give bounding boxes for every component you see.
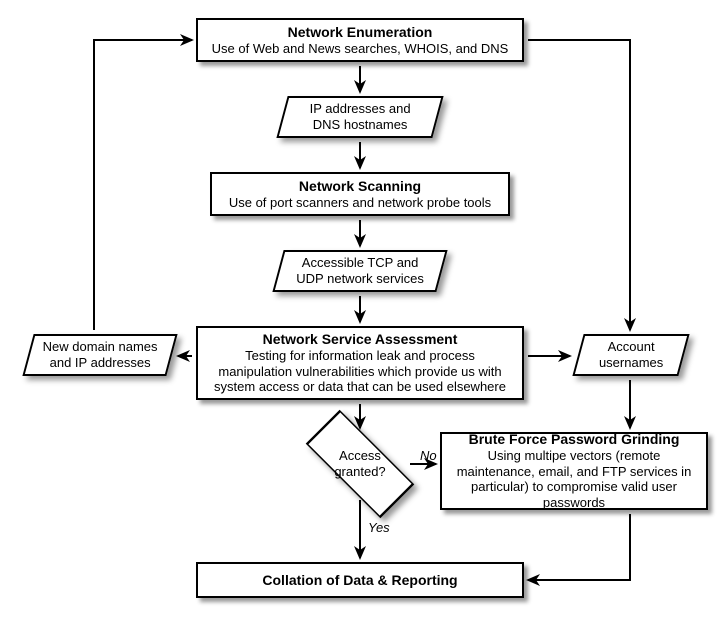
node-sub: Account usernames [590,339,672,370]
node-sub: Access granted? [334,448,385,479]
edge-label: Yes [368,520,390,535]
node-collate: Collation of Data & Reporting [196,562,524,598]
node-sub: Testing for information leak and process… [208,348,512,395]
node-tcp_udp: Accessible TCP and UDP network services [278,250,442,292]
node-decision: Access granted? [316,432,404,496]
node-title: Collation of Data & Reporting [208,572,512,589]
node-sub: Use of Web and News searches, WHOIS, and… [208,41,512,57]
edge-label: No [420,448,437,463]
node-title: Network Service Assessment [208,331,512,348]
node-sub: New domain names and IP addresses [40,339,160,370]
node-sub: Use of port scanners and network probe t… [222,195,498,211]
node-enum: Network EnumerationUse of Web and News s… [196,18,524,62]
node-scan: Network ScanningUse of port scanners and… [210,172,510,216]
node-title: Network Enumeration [208,24,512,41]
node-brute: Brute Force Password GrindingUsing multi… [440,432,708,510]
node-assess: Network Service AssessmentTesting for in… [196,326,524,400]
edge-enum-acct_down [528,40,630,330]
node-newdom: New domain names and IP addresses [28,334,172,376]
node-sub: IP addresses and DNS hostnames [294,101,426,132]
node-title: Network Scanning [222,178,498,195]
node-sub: Using multipe vectors (remote maintenanc… [452,448,696,510]
node-acct: Account usernames [578,334,684,376]
edge-brute-collate [528,514,630,580]
node-title: Brute Force Password Grinding [452,431,696,448]
node-sub: Accessible TCP and UDP network services [290,255,430,286]
node-ip_dns: IP addresses and DNS hostnames [282,96,438,138]
edge-newdom-enum [94,40,192,330]
